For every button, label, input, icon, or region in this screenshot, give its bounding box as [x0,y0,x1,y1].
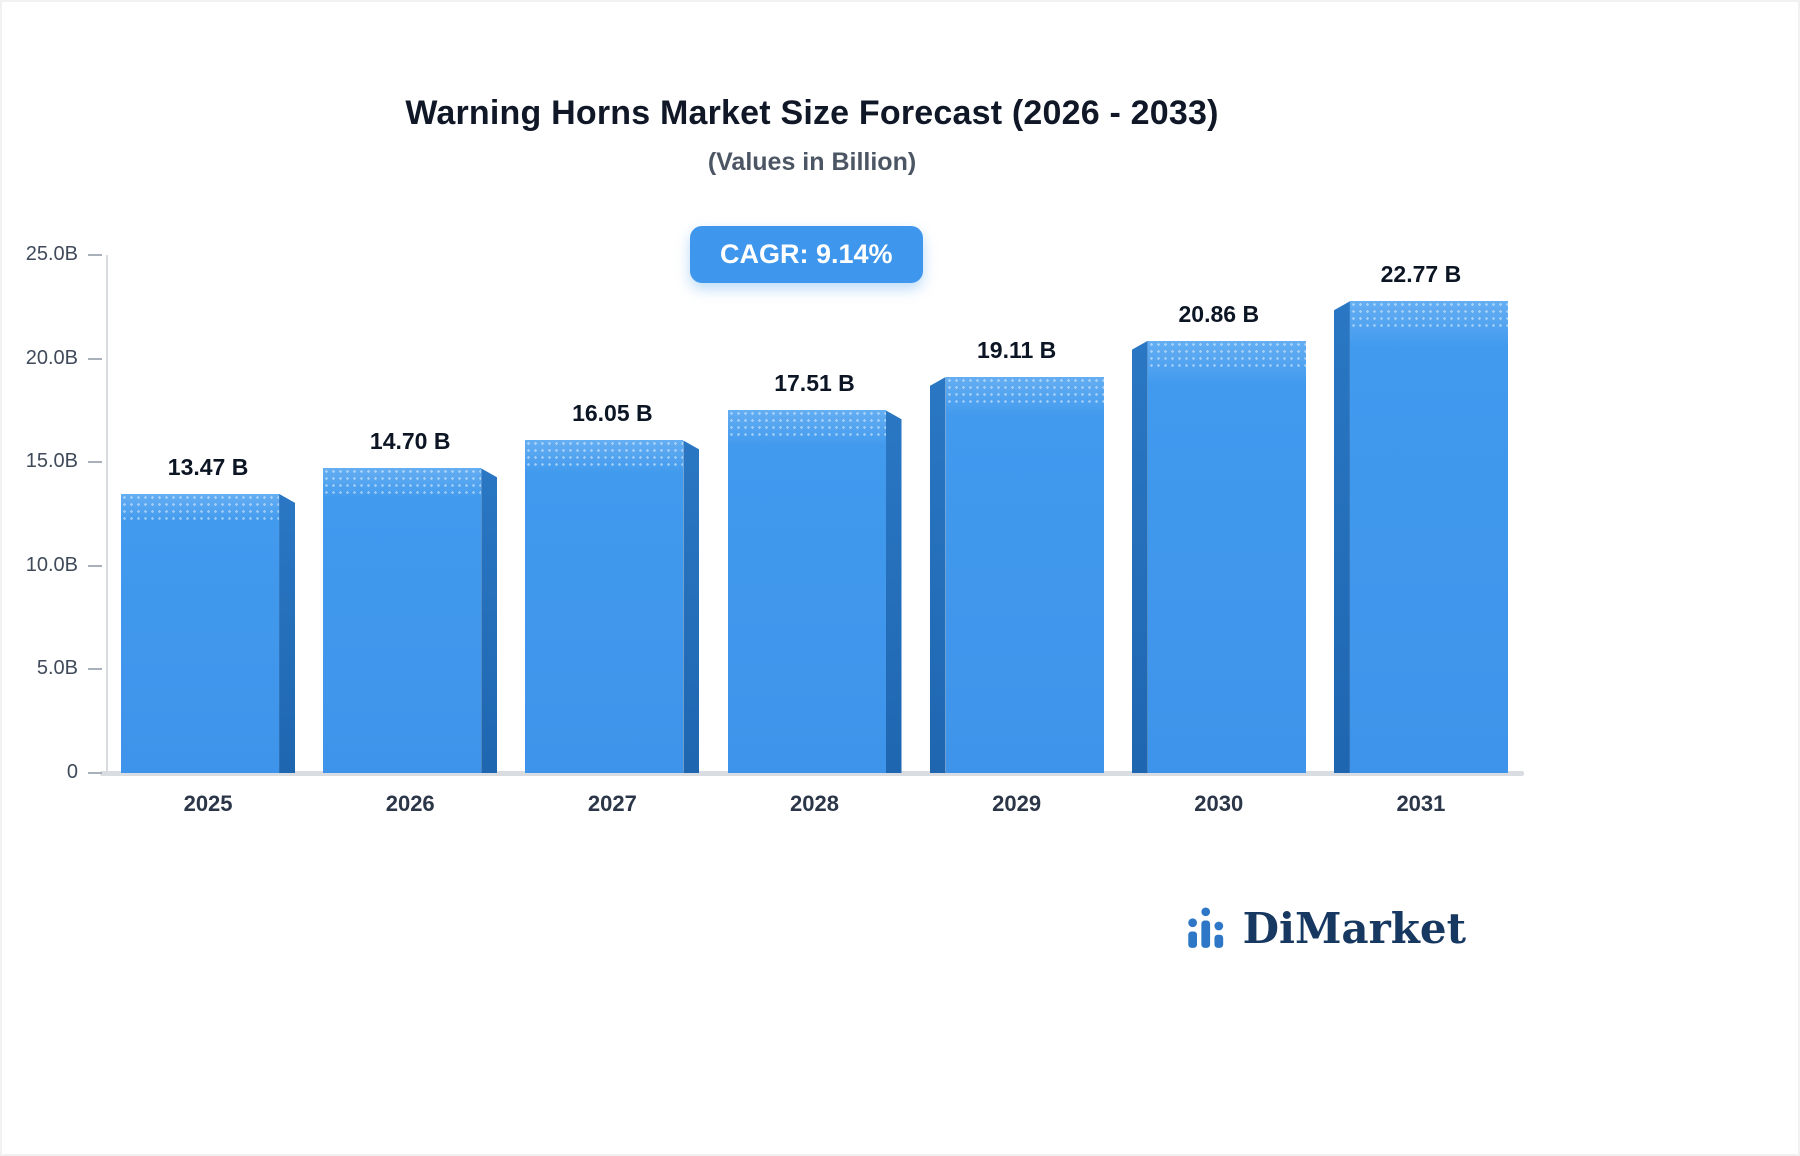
y-axis-tick-label: 0 [66,761,78,783]
y-axis-tick-mark [88,254,102,256]
cagr-badge: CAGR: 9.14% [690,226,923,283]
bar-side-shade [1333,301,1350,773]
bar-side-shade [929,377,946,773]
bar-face [323,468,482,773]
bar [121,493,296,773]
brand-name: DiMarket [1242,903,1466,953]
y-axis-tick-label: 10.0B [25,553,78,576]
x-axis-category-label: 2028 [790,791,839,816]
bar-face [945,377,1104,773]
bar-face [727,410,886,773]
bar-face [1349,301,1508,773]
bar-side-shade [683,440,700,773]
bar [1333,301,1508,773]
bar-value-label: 13.47 B [167,453,249,480]
bar-face [121,493,280,773]
x-axis-category-label: 2025 [183,791,233,816]
bar-value-label: 19.11 B [976,337,1057,364]
y-axis-tick-label: 20.0B [25,346,78,369]
bar-value-label: 22.77 B [1380,261,1462,288]
bar [929,377,1104,773]
chart-title: Warning Horns Market Size Forecast (2026… [405,94,1219,132]
y-axis-tick-label: 15.0B [25,450,78,473]
bar-side-shade [1131,340,1148,773]
bar-value-label: 20.86 B [1178,300,1260,327]
y-axis-tick-mark [88,668,102,671]
bar-side-shade [481,468,498,773]
bar-face [525,440,684,773]
y-axis-tick-mark [88,772,102,774]
bar-chart-logo-icon [1185,904,1233,953]
x-axis-category-label: 2029 [992,791,1042,816]
y-axis-tick-label: 25.0B [25,243,78,265]
y-axis-tick-mark [88,357,102,360]
brand-logo: DiMarket [1185,904,1466,953]
y-axis-line [106,255,108,774]
bar-side-shade [885,410,902,773]
bar-value-label: 14.70 B [369,428,451,455]
bar [1131,340,1306,773]
bar-face [1147,340,1306,773]
bar-value-label: 17.51 B [774,370,855,397]
y-axis-tick-mark [88,564,102,567]
chart-subtitle: (Values in Billion) [707,148,917,176]
y-axis-tick-mark [88,461,102,464]
bar [525,440,700,773]
bar [727,410,902,773]
y-axis-tick-label: 5.0B [36,657,78,680]
x-axis-line [100,771,1524,776]
bar-value-label: 16.05 B [572,400,653,427]
x-axis-category-label: 2027 [587,791,637,816]
x-axis-category-label: 2031 [1396,791,1446,816]
bar-side-shade [279,493,296,773]
x-axis-category-label: 2026 [385,791,435,816]
x-axis-category-label: 2030 [1194,791,1244,816]
bar [323,468,498,773]
